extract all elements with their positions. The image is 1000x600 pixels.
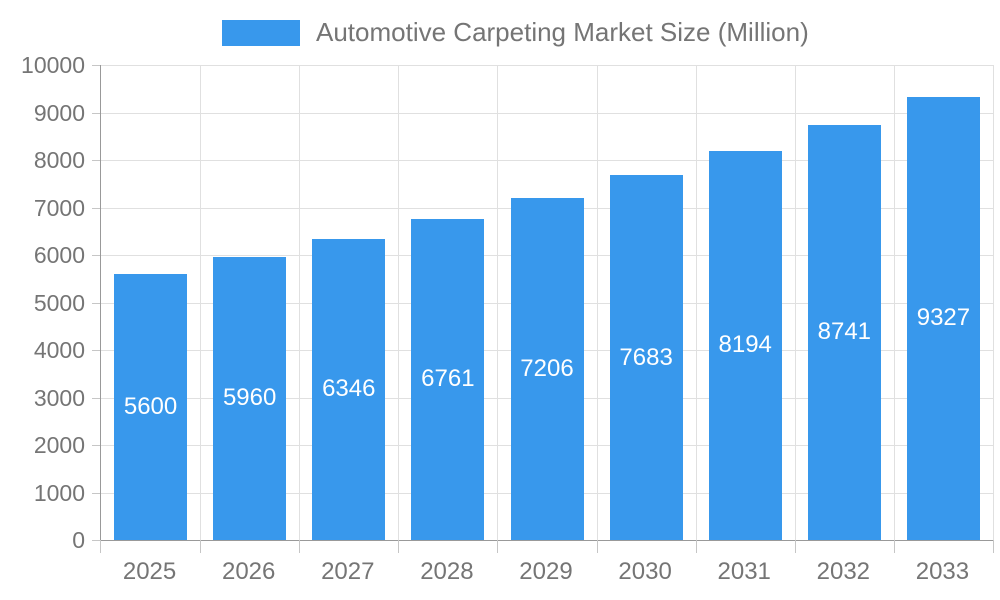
v-gridline [695,65,697,540]
x-axis-label: 2032 [816,558,871,585]
legend[interactable]: Automotive Carpeting Market Size (Millio… [222,17,809,48]
bar[interactable]: 5600 [114,274,188,540]
bar[interactable]: 6346 [312,238,386,540]
y-axis-tick [92,112,100,114]
y-axis-tick [92,302,100,304]
v-gridline [893,65,895,540]
bar[interactable]: 5960 [213,256,287,540]
bar-value-label: 7683 [619,343,673,371]
x-axis-tick [100,540,101,553]
y-axis-tick [92,540,100,541]
x-axis-tick [299,540,301,553]
bar-value-label: 8741 [817,318,872,346]
y-axis-label: 5000 [33,289,85,316]
v-gridline [993,65,994,540]
bar[interactable]: 9327 [906,96,980,540]
y-axis-tick [92,350,100,351]
plot-area: 5600 5960 6346 6761 7206 7683 8194 8741 9327 [92,65,994,553]
y-axis-tick [92,397,100,399]
y-axis-tick [92,207,100,209]
y-axis-tick [92,65,100,66]
bar[interactable]: 8194 [708,150,782,540]
x-axis-tick [794,540,796,553]
y-axis-label: 3000 [33,384,85,411]
x-axis-label: 2028 [420,558,474,585]
x-axis-label: 2025 [122,558,177,585]
bar[interactable]: 7683 [609,175,683,540]
y-axis-label: 7000 [33,194,85,221]
x-axis-labels: 2025 2026 2027 2028 2029 2030 2031 2032 2033 [100,556,992,588]
bar-value-label: 5960 [222,384,277,412]
bar-value-label: 6761 [421,365,475,393]
x-axis-tick [596,540,598,553]
bar[interactable]: 6761 [411,218,485,540]
v-gridline [200,65,202,540]
v-gridline [497,65,499,540]
x-axis-label: 2026 [221,558,276,585]
y-axis-tick [92,160,100,161]
bar[interactable]: 7206 [510,197,584,540]
bar-value-label: 5600 [123,393,178,420]
legend-label: Automotive Carpeting Market Size (Millio… [316,17,809,47]
y-axis-label: 4000 [33,337,85,363]
x-axis-label: 2029 [519,558,573,585]
y-axis-label: 1000 [33,479,85,506]
y-axis-label: 10000 [21,52,85,78]
h-gridline [101,112,993,114]
h-gridline [101,65,993,66]
x-axis-label: 2033 [915,558,970,585]
bar-value-label: 9327 [916,304,971,332]
y-axis-tick [92,255,100,256]
y-axis-label: 0 [72,527,85,553]
x-axis-tick [695,540,697,553]
bar[interactable]: 8741 [807,124,881,540]
v-gridline [299,65,301,540]
x-axis-label: 2030 [618,558,672,585]
y-axis-label: 6000 [33,242,85,268]
bar-value-label: 6346 [322,375,376,403]
v-gridline [794,65,796,540]
y-axis-tick [92,445,100,446]
legend-swatch-icon [222,19,300,46]
x-axis-tick [398,540,400,553]
x-axis-tick [893,540,895,553]
x-axis-label: 2031 [717,558,771,585]
h-gridline [101,160,993,161]
y-axis-label: 8000 [33,147,85,173]
bar-value-label: 7206 [520,354,574,382]
x-axis-tick [200,540,202,553]
y-axis-label: 2000 [33,432,85,458]
x-axis-label: 2027 [321,558,375,585]
y-axis-tick [92,492,100,494]
bar-value-label: 8194 [718,331,772,359]
x-axis-tick [497,540,499,553]
y-axis-labels: 0 1000 2000 3000 4000 5000 6000 7000 8000 9000 100… [0,52,85,553]
x-axis-tick [993,540,994,553]
y-axis-label: 9000 [33,99,85,126]
v-gridline [596,65,598,540]
v-gridline [398,65,400,540]
